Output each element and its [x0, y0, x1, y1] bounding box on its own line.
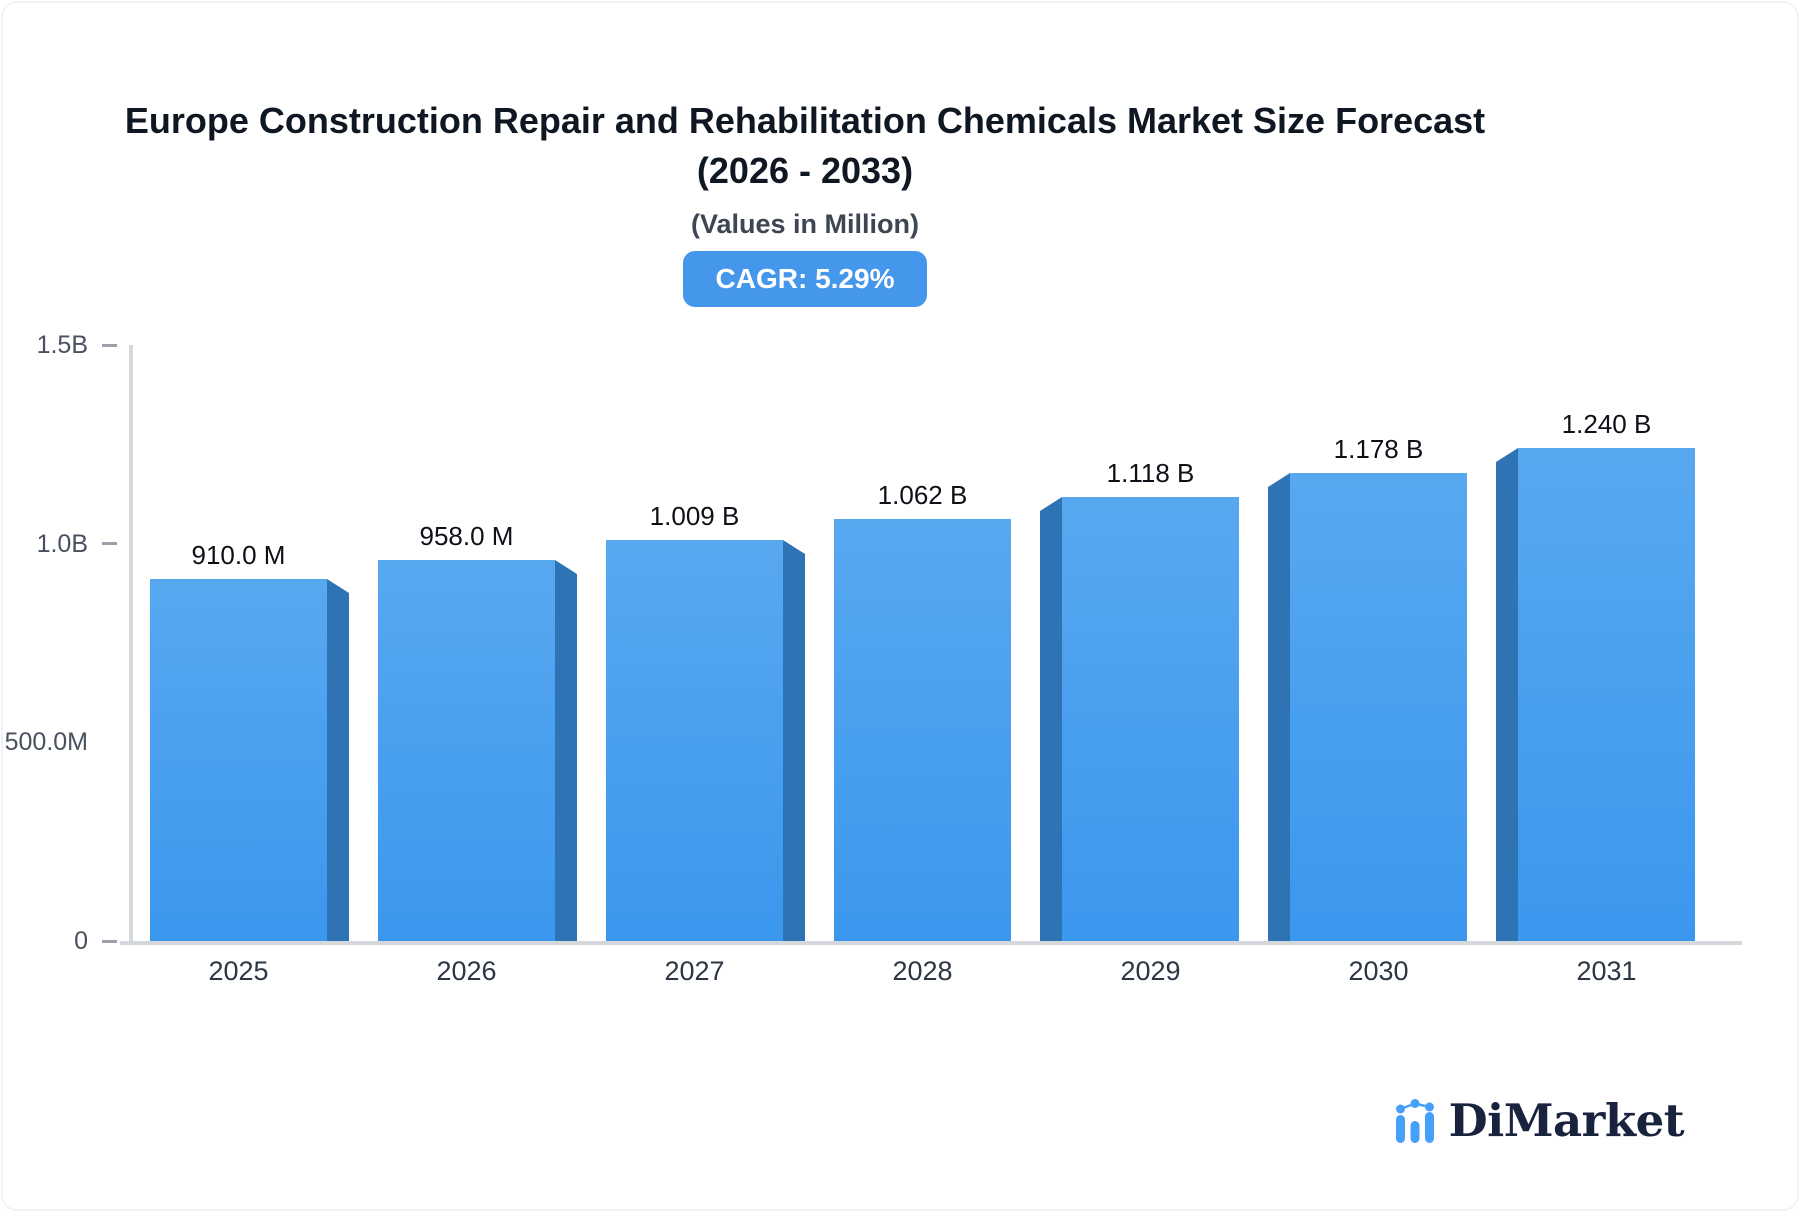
bar-value-label: 1.240 B: [1561, 409, 1652, 439]
y-tick-label: 1.0B: [36, 529, 88, 558]
chart-title-line1: Europe Construction Repair and Rehabilit…: [124, 100, 1486, 141]
bar-3d-side: [555, 560, 577, 941]
x-axis-label-2031: 2031: [1576, 956, 1637, 986]
x-axis-label-2029: 2029: [1120, 956, 1181, 986]
bar-3d-side: [1496, 448, 1518, 941]
dimarket-logo: DiMarket: [1395, 1094, 1685, 1147]
y-tick-label: 0: [74, 927, 88, 955]
x-axis-label-2028: 2028: [892, 956, 953, 986]
x-axis-line: [120, 941, 1742, 945]
bar-2029[interactable]: [1062, 497, 1239, 941]
bar-value-label: 1.062 B: [877, 480, 968, 510]
chart-header: Europe Construction Repair and Rehabilit…: [0, 96, 1610, 307]
bar-3d-side: [1040, 497, 1062, 941]
x-axis-label-2025: 2025: [208, 956, 269, 986]
x-axis-label-2026: 2026: [436, 956, 497, 986]
chart-subtitle: (Values in Million): [690, 209, 920, 239]
bar-2030[interactable]: [1290, 473, 1467, 941]
y-axis-line: [129, 345, 133, 945]
chart-title-line2: (2026 - 2033): [696, 150, 914, 191]
mini-bar-chart-trend-icon: [1395, 1098, 1434, 1143]
bar-value-label: 958.0 M: [419, 521, 514, 551]
y-tick-label: 1.5B: [36, 331, 88, 359]
x-axis-label-2030: 2030: [1348, 956, 1409, 986]
logo-text: DiMarket: [1448, 1094, 1685, 1147]
x-axis-label-2027: 2027: [664, 956, 725, 986]
bar-3d-side: [327, 579, 349, 941]
bar-2025[interactable]: [150, 579, 327, 941]
y-tick-label: 500.0M: [4, 728, 88, 757]
bar-2026[interactable]: [378, 560, 555, 941]
bar-2028[interactable]: [834, 519, 1011, 941]
y-tick-mark: [102, 939, 117, 943]
y-tick-mark: [102, 542, 117, 546]
bar-value-label: 1.118 B: [1106, 458, 1195, 488]
y-tick-mark: [102, 343, 117, 347]
bar-value-label: 910.0 M: [191, 540, 286, 570]
cagr-badge: CAGR: 5.29%: [682, 251, 928, 307]
bar-3d-side: [1268, 473, 1290, 941]
bar-2027[interactable]: [606, 540, 783, 941]
bar-value-label: 1.009 B: [649, 501, 740, 531]
bar-3d-side: [783, 540, 805, 941]
bar-value-label: 1.178 B: [1333, 434, 1424, 464]
bar-2031[interactable]: [1518, 448, 1695, 941]
